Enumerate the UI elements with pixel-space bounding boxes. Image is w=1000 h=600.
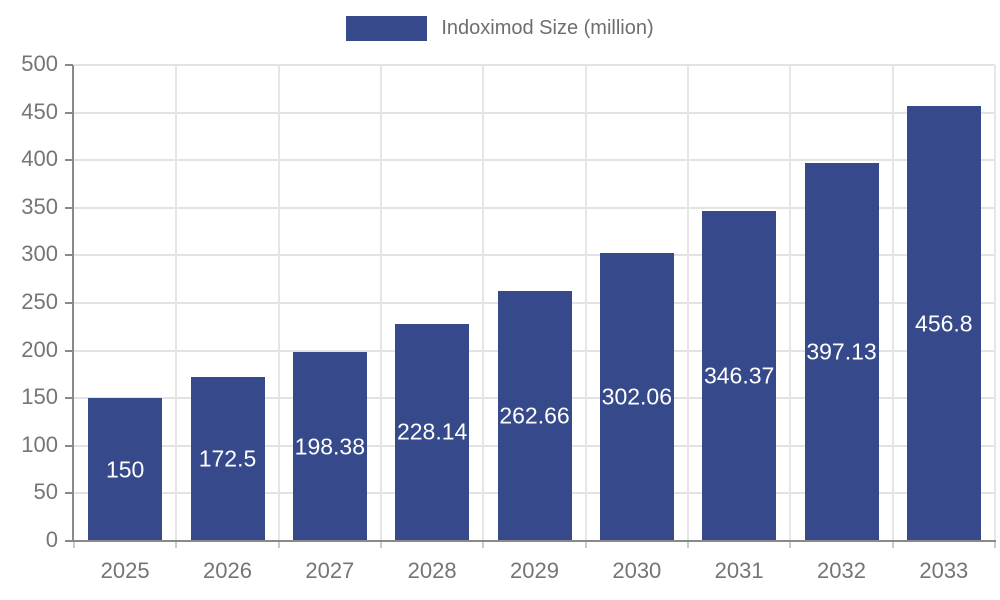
- bar-value-label: 397.13: [806, 338, 877, 365]
- bar: [190, 376, 265, 541]
- bar: [906, 106, 981, 541]
- x-tick-label: 2030: [612, 558, 662, 583]
- v-gridline: [789, 65, 792, 541]
- y-tick: [65, 349, 73, 352]
- x-tick: [73, 542, 75, 548]
- y-tick-label: 50: [33, 479, 58, 505]
- x-tick-label: 2031: [714, 558, 764, 583]
- h-gridline: [74, 111, 995, 114]
- legend-swatch: [346, 16, 428, 41]
- x-tick-label: 2032: [817, 558, 866, 583]
- y-tick-label: 450: [21, 98, 58, 124]
- bar-value-label: 198.38: [294, 433, 366, 460]
- h-gridline: [74, 254, 995, 257]
- bar: [497, 290, 572, 541]
- bar: [702, 211, 777, 541]
- x-tick-label: 2027: [305, 558, 355, 583]
- x-tick-label: 2033: [919, 558, 969, 583]
- x-axis-line: [65, 540, 996, 542]
- bar-value-label: 302.06: [601, 383, 673, 410]
- bar: [804, 162, 879, 541]
- y-tick: [65, 159, 73, 162]
- y-tick: [65, 302, 73, 304]
- x-tick-label: 2028: [407, 558, 457, 583]
- y-tick-label: 150: [21, 384, 58, 410]
- bar: [599, 253, 674, 541]
- v-gridline: [891, 65, 894, 541]
- x-tick: [891, 542, 894, 548]
- y-tick-label: 500: [21, 51, 58, 77]
- bar: [395, 323, 470, 541]
- y-tick: [65, 540, 73, 542]
- bar-value-label: 456.8: [915, 310, 973, 337]
- v-gridline: [175, 65, 178, 541]
- bar: [88, 398, 163, 541]
- x-tick: [584, 542, 587, 548]
- v-gridline: [584, 65, 587, 541]
- bar-value-label: 262.66: [499, 402, 570, 429]
- y-tick: [65, 254, 73, 257]
- y-tick-label: 250: [21, 289, 58, 315]
- plot-area: 150 172.5 198.38 228.14 262.66 302.06 346.37 39…: [74, 64, 996, 541]
- legend-label: Indoximod Size (million): [441, 17, 654, 39]
- x-tick: [789, 542, 792, 548]
- y-tick-label: 100: [21, 431, 58, 457]
- v-gridline: [994, 65, 996, 541]
- y-tick-label: 300: [21, 241, 58, 267]
- y-tick-label: 350: [21, 193, 58, 219]
- y-tick-label: 400: [21, 146, 58, 172]
- x-tick: [994, 542, 996, 548]
- y-tick: [65, 444, 73, 447]
- h-gridline: [74, 64, 995, 66]
- x-tick-label: 2025: [100, 558, 150, 583]
- x-tick: [175, 542, 178, 548]
- y-tick: [65, 206, 73, 209]
- v-gridline: [277, 65, 280, 541]
- y-tick: [65, 397, 73, 400]
- y-tick: [65, 111, 73, 114]
- y-tick: [65, 492, 73, 495]
- x-tick-label: 2026: [203, 558, 252, 583]
- x-tick: [380, 542, 382, 548]
- y-tick: [65, 64, 73, 66]
- v-gridline: [687, 65, 689, 541]
- x-tick: [482, 542, 485, 548]
- x-tick-label: 2029: [510, 558, 559, 583]
- bar-value-label: 150: [105, 456, 145, 483]
- y-axis-line: [72, 65, 74, 542]
- x-tick: [277, 542, 280, 548]
- v-gridline: [380, 65, 382, 541]
- y-tick-label: 0: [45, 527, 58, 553]
- legend[interactable]: Indoximod Size (million): [0, 16, 1000, 41]
- bar: [292, 352, 367, 541]
- v-gridline: [482, 65, 485, 541]
- y-tick-label: 200: [21, 336, 58, 362]
- bar-value-label: 228.14: [396, 418, 468, 445]
- h-gridline: [74, 159, 995, 162]
- bar-value-label: 346.37: [703, 362, 775, 389]
- h-gridline: [74, 206, 995, 209]
- x-tick: [687, 542, 689, 548]
- bar-value-label: 172.5: [198, 445, 257, 472]
